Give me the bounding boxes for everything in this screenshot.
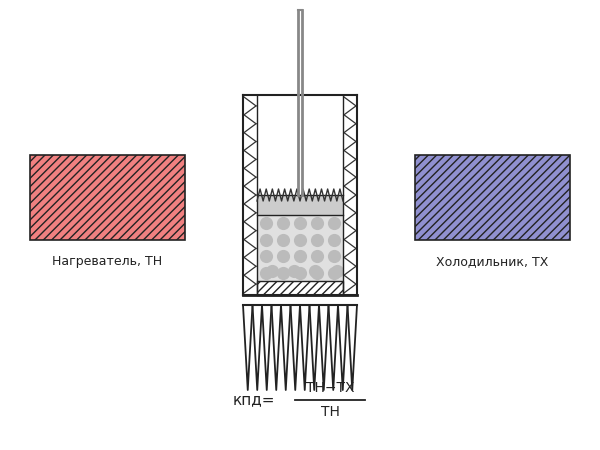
- Point: [295, 220, 305, 227]
- Text: кпд=: кпд=: [233, 392, 275, 408]
- Bar: [415, 155, 570, 240]
- Bar: [257, 281, 343, 295]
- Point: [329, 236, 339, 243]
- Bar: [243, 95, 357, 295]
- Text: TН−TХ: TН−TХ: [306, 381, 354, 395]
- Bar: [257, 95, 343, 195]
- Text: Холодильник, TХ: Холодильник, TХ: [436, 255, 548, 268]
- Point: [278, 269, 287, 276]
- Text: Нагреватель, TН: Нагреватель, TН: [52, 255, 163, 268]
- Point: [267, 267, 277, 274]
- Point: [278, 220, 287, 227]
- Bar: [30, 155, 185, 240]
- Point: [278, 236, 287, 243]
- Point: [289, 267, 298, 274]
- Point: [329, 269, 339, 276]
- Point: [295, 269, 305, 276]
- Point: [310, 267, 320, 274]
- Point: [329, 252, 339, 260]
- Point: [261, 236, 271, 243]
- Point: [278, 252, 287, 260]
- Point: [261, 220, 271, 227]
- Point: [313, 269, 322, 276]
- Text: TН: TН: [320, 405, 340, 419]
- Point: [261, 269, 271, 276]
- Point: [295, 252, 305, 260]
- Point: [332, 267, 341, 274]
- Point: [329, 220, 339, 227]
- Bar: [257, 215, 343, 281]
- Point: [261, 252, 271, 260]
- Point: [313, 220, 322, 227]
- Point: [295, 236, 305, 243]
- Point: [313, 252, 322, 260]
- Point: [313, 236, 322, 243]
- Bar: [257, 195, 343, 215]
